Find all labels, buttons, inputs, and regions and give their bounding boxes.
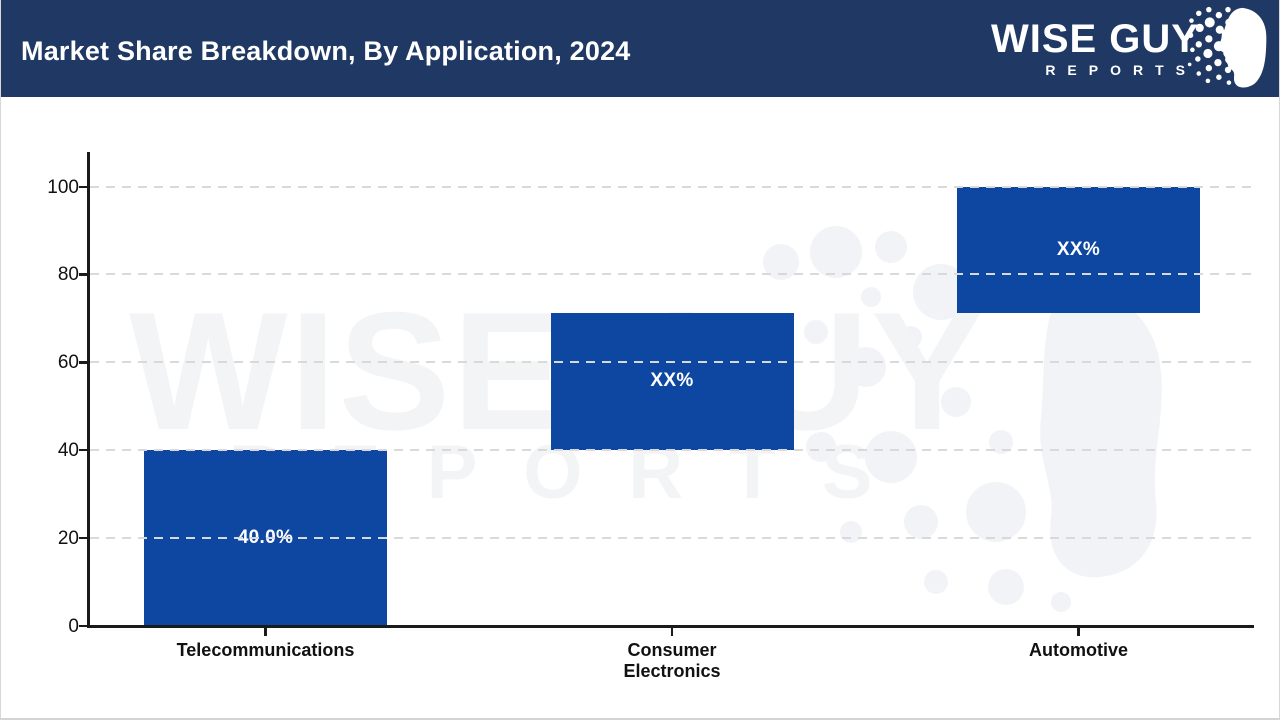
y-tick-label-0: 0 (68, 615, 79, 637)
y-tick-label-100: 100 (47, 176, 79, 198)
y-tick-mark-0 (79, 624, 87, 627)
x-axis-line (87, 625, 1254, 628)
header-band: Market Share Breakdown, By Application, … (1, 0, 1279, 97)
x-category-label-consumer-electronics: Consumer Electronics (623, 639, 721, 681)
x-tick-mark-automotive (1077, 628, 1080, 636)
watermark-head-icon (763, 217, 1162, 612)
y-tick-mark-80 (79, 273, 87, 276)
y-tick-label-80: 80 (57, 264, 79, 286)
wiseguy-logo: WISE GUY REPORTS (991, 6, 1271, 90)
bar-value-label: XX% (650, 370, 694, 392)
y-axis-line (87, 152, 90, 628)
gridline-80 (89, 273, 1254, 276)
bar-consumer-electronics: XX% (550, 312, 794, 450)
logo-head-icon (1187, 6, 1267, 88)
plot-area: WISE GUY REPORTS 0 20 40 60 80 100 40.0% Teleco… (1, 97, 1279, 718)
y-tick-mark-60 (79, 361, 87, 364)
logo-subtext: REPORTS (1045, 61, 1197, 78)
logo-text: WISE GUY REPORTS (991, 19, 1199, 78)
chart-title: Market Share Breakdown, By Application, … (21, 36, 631, 66)
gridline-20 (89, 536, 1254, 539)
y-tick-mark-20 (79, 536, 87, 540)
x-category-label-automotive: Automotive (1029, 639, 1128, 660)
bar-value-label: XX% (1056, 238, 1101, 260)
y-tick-label-40: 40 (57, 439, 79, 461)
logo-wordmark: WISE GUY (990, 16, 1199, 61)
gridline-40 (89, 448, 1254, 451)
y-tick-mark-40 (79, 448, 87, 452)
x-category-label-telecommunications: Telecommunications (176, 639, 355, 660)
bar-automotive: XX% (957, 186, 1200, 313)
x-tick-mark-telecommunications (264, 628, 267, 636)
y-tick-mark-100 (79, 185, 87, 188)
gridline-60 (89, 361, 1254, 364)
x-tick-mark-consumer-electronics (670, 628, 674, 636)
y-tick-label-20: 20 (57, 527, 79, 549)
y-tick-label-60: 60 (57, 352, 79, 374)
gridline-100 (89, 185, 1254, 188)
